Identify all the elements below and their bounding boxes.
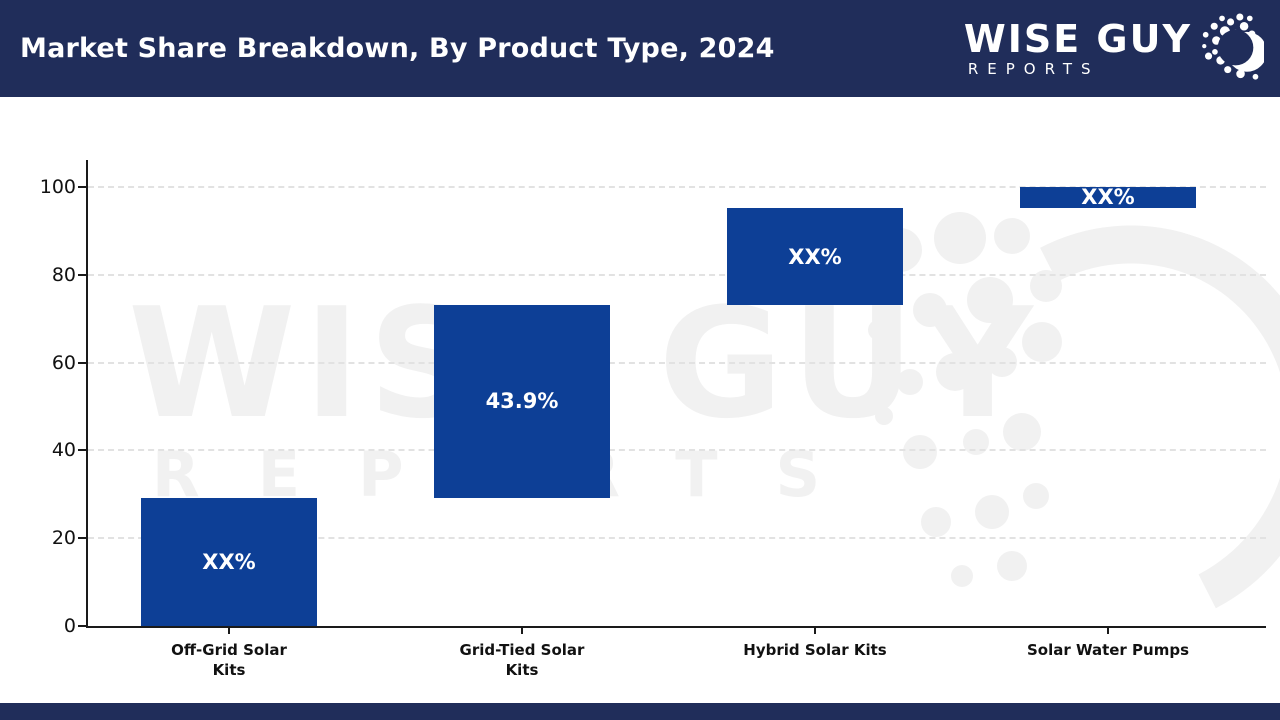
wiseguy-logo-text: WISE GUY REPORTS [964, 20, 1192, 77]
y-axis-tick-label: 100 [39, 176, 76, 198]
gridline [88, 273, 1266, 276]
x-axis-spine [86, 626, 1266, 628]
watermark-dot [936, 353, 974, 391]
x-axis-tick-mark [1107, 626, 1109, 634]
watermark-dot [997, 551, 1027, 581]
watermark-dot [913, 293, 947, 327]
y-axis-tick-mark [78, 361, 86, 364]
bar-segment: XX% [1020, 185, 1196, 210]
watermark-dot [975, 495, 1009, 529]
watermark-dot [921, 507, 951, 537]
y-axis-tick-label: 0 [63, 615, 76, 637]
bar-value-label: 43.9% [485, 389, 559, 414]
y-axis-tick-mark [78, 537, 86, 540]
x-axis-tick-mark [228, 626, 230, 634]
watermark-dot [967, 277, 1013, 323]
y-axis-tick-mark [78, 186, 86, 188]
bar-segment: 43.9% [434, 305, 610, 498]
y-axis-spine [86, 160, 88, 628]
wiseguy-face-icon [1202, 12, 1264, 80]
y-axis-tick-mark [78, 273, 86, 276]
watermark-dot [903, 435, 937, 469]
x-axis-tick-mark [521, 626, 523, 634]
bar-segment: XX% [727, 208, 903, 306]
watermark-dot [1023, 483, 1049, 509]
y-axis-tick-label: 60 [51, 351, 76, 374]
gridline [88, 361, 1266, 364]
gridline [88, 449, 1266, 452]
watermark-dot [897, 369, 923, 395]
x-axis-tick-mark [814, 626, 816, 634]
watermark-dot [951, 565, 973, 587]
x-axis-category-label: Hybrid Solar Kits [743, 641, 887, 659]
y-axis-tick-label: 40 [51, 439, 76, 462]
watermark-dot [994, 218, 1030, 254]
x-axis-category-label: Off-Grid Solar Kits [171, 641, 287, 680]
logo-subtitle: REPORTS [967, 60, 1100, 78]
y-axis-tick-mark [78, 625, 86, 627]
watermark-dot [1022, 322, 1062, 362]
logo-wordmark: WISE GUY [963, 17, 1192, 61]
x-axis-category-label: Solar Water Pumps [1026, 641, 1190, 659]
y-axis-tick-mark [78, 449, 86, 452]
bar-segment: XX% [141, 497, 317, 626]
bar-value-label: XX% [1081, 185, 1135, 210]
gridline [88, 186, 1266, 188]
header-band: Market Share Breakdown, By Product Type,… [0, 0, 1280, 97]
x-axis-category-label: Grid-Tied Solar Kits [459, 641, 585, 680]
watermark-dot [934, 212, 986, 264]
watermark-dot [868, 320, 888, 340]
watermark-dot [1003, 413, 1041, 451]
page-title: Market Share Breakdown, By Product Type,… [20, 33, 775, 64]
bar-value-label: XX% [788, 244, 842, 269]
watermark-dot [875, 407, 893, 425]
gridline [88, 537, 1266, 540]
wiseguy-logo: WISE GUY REPORTS [964, 10, 1280, 88]
y-axis-tick-label: 20 [51, 527, 76, 550]
bar-value-label: XX% [202, 549, 256, 574]
footer-band [0, 703, 1280, 720]
y-axis-tick-label: 80 [51, 263, 76, 286]
